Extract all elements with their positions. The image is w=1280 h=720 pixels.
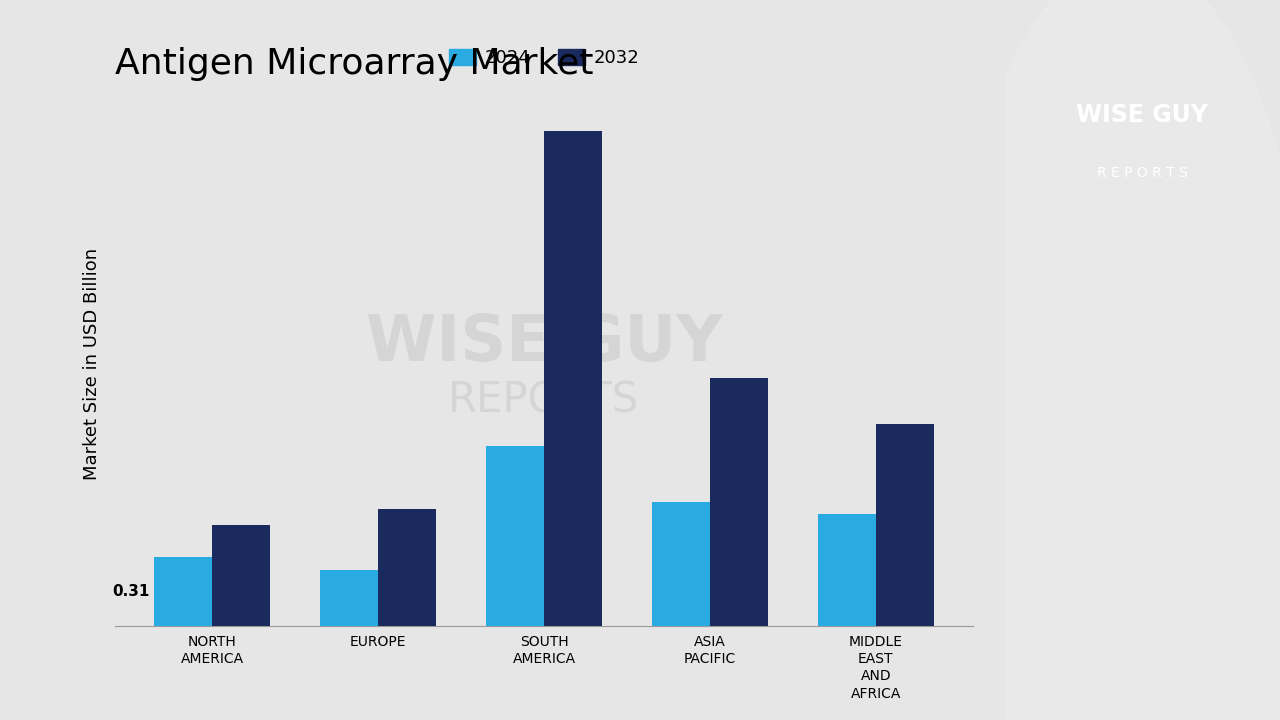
Text: R E P O R T S: R E P O R T S (1097, 166, 1188, 180)
Bar (710, 379, 768, 626)
Bar (212, 525, 270, 626)
Bar (486, 446, 544, 626)
Circle shape (942, 0, 1280, 720)
Bar (544, 130, 602, 626)
Text: WISE GUY: WISE GUY (366, 312, 722, 374)
Bar (378, 509, 436, 626)
Y-axis label: Market Size in USD Billion: Market Size in USD Billion (83, 248, 101, 480)
Text: REPORTS: REPORTS (448, 379, 640, 421)
Bar (652, 503, 710, 626)
Text: 0.31: 0.31 (113, 584, 150, 599)
Text: Antigen Microarray Market: Antigen Microarray Market (115, 47, 594, 81)
Bar (876, 423, 934, 626)
Bar (320, 570, 378, 626)
Bar (818, 513, 876, 626)
Legend: 2024, 2032: 2024, 2032 (442, 42, 646, 74)
Bar (154, 557, 212, 626)
Text: WISE GUY: WISE GUY (1076, 103, 1208, 127)
